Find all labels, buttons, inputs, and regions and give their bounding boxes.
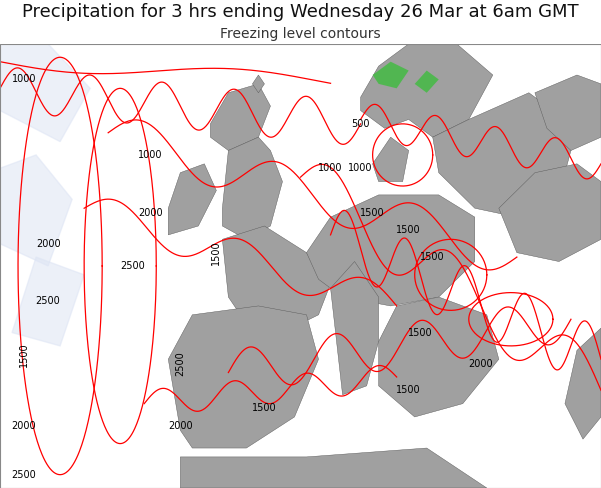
Polygon shape <box>168 306 319 448</box>
Polygon shape <box>565 328 601 439</box>
Polygon shape <box>373 61 409 88</box>
Polygon shape <box>168 164 216 235</box>
Text: 2000: 2000 <box>168 421 192 431</box>
Polygon shape <box>0 155 72 266</box>
Text: 2500: 2500 <box>175 351 185 376</box>
Text: 2500: 2500 <box>11 469 37 480</box>
Polygon shape <box>361 44 493 137</box>
Text: Freezing level contours: Freezing level contours <box>220 27 381 41</box>
Polygon shape <box>210 84 270 150</box>
Text: 2500: 2500 <box>120 261 145 271</box>
Text: 1500: 1500 <box>252 403 276 413</box>
Polygon shape <box>433 93 577 217</box>
Polygon shape <box>252 75 264 93</box>
Polygon shape <box>180 448 487 488</box>
Polygon shape <box>415 71 439 93</box>
Polygon shape <box>307 195 475 306</box>
Polygon shape <box>499 164 601 262</box>
Text: Precipitation for 3 hrs ending Wednesday 26 Mar at 6am GMT: Precipitation for 3 hrs ending Wednesday… <box>22 3 579 21</box>
Polygon shape <box>373 137 409 182</box>
Text: 1000: 1000 <box>349 163 373 173</box>
Text: 2000: 2000 <box>36 239 60 249</box>
Text: 1500: 1500 <box>19 343 29 367</box>
Text: 1500: 1500 <box>409 327 433 338</box>
Text: 1500: 1500 <box>421 252 445 262</box>
Polygon shape <box>535 75 601 150</box>
Text: 2000: 2000 <box>138 208 162 218</box>
Text: 1500: 1500 <box>397 386 421 395</box>
Polygon shape <box>222 137 282 239</box>
Text: 1000: 1000 <box>12 75 36 84</box>
Text: 1000: 1000 <box>319 163 343 173</box>
Text: 1500: 1500 <box>361 208 385 218</box>
Polygon shape <box>379 297 499 417</box>
Text: 2500: 2500 <box>35 297 61 306</box>
Text: 1000: 1000 <box>138 150 162 160</box>
Text: 1500: 1500 <box>212 240 221 265</box>
Polygon shape <box>331 262 379 395</box>
Polygon shape <box>12 257 84 346</box>
Text: 1500: 1500 <box>397 225 421 235</box>
Text: 500: 500 <box>352 119 370 129</box>
Text: 2000: 2000 <box>12 421 36 431</box>
Polygon shape <box>0 44 90 142</box>
Polygon shape <box>222 226 331 333</box>
Text: 2000: 2000 <box>469 359 493 368</box>
